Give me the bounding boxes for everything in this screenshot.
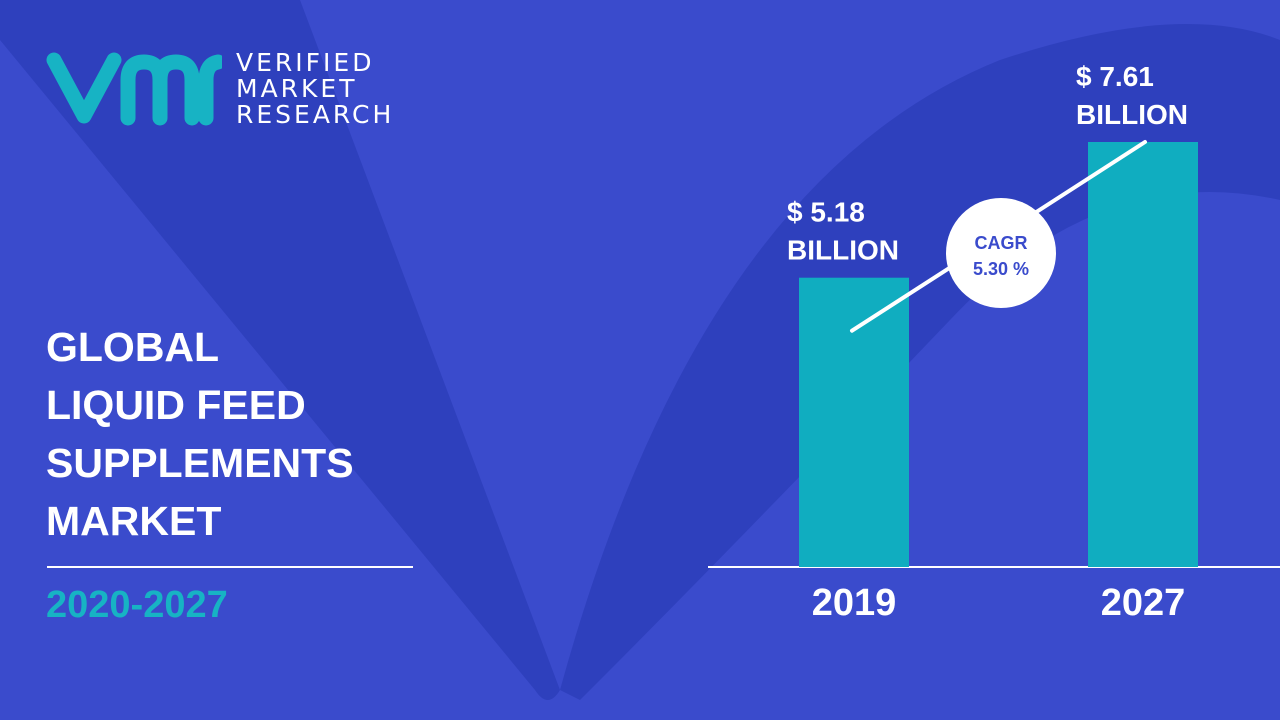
page-title: GLOBAL LIQUID FEED SUPPLEMENTS MARKET [46,318,466,550]
logo-line-1: VERIFIED [236,48,375,77]
bar-value-label-2019: $ 5.18 [787,197,865,228]
cagr-value: 5.30 % [973,259,1029,279]
title-line-1: GLOBAL [46,324,220,370]
title-line-2: LIQUID FEED [46,382,306,428]
title-line-3: SUPPLEMENTS [46,440,354,486]
bar-value-label-2027: $ 7.61 [1076,61,1154,92]
bar-unit-label-2027: BILLION [1076,99,1188,130]
title-divider [47,566,413,568]
vmr-logo-mark [46,52,222,126]
logo-line-2: MARKET [236,74,358,103]
bar-2027 [1088,142,1198,567]
bar-2019 [799,277,909,567]
logo-line-3: RESEARCH [236,100,395,129]
logo-text: VERIFIED MARKET RESEARCH [236,50,394,128]
x-tick-label-2027: 2027 [1101,582,1186,624]
logo: VERIFIED MARKET RESEARCH [44,50,394,128]
cagr-label: CAGR [975,233,1028,253]
forecast-period: 2020-2027 [46,584,228,626]
x-tick-label-2019: 2019 [812,582,897,624]
title-line-4: MARKET [46,498,222,544]
bar-unit-label-2019: BILLION [787,235,899,266]
cagr-bubble [946,198,1056,308]
